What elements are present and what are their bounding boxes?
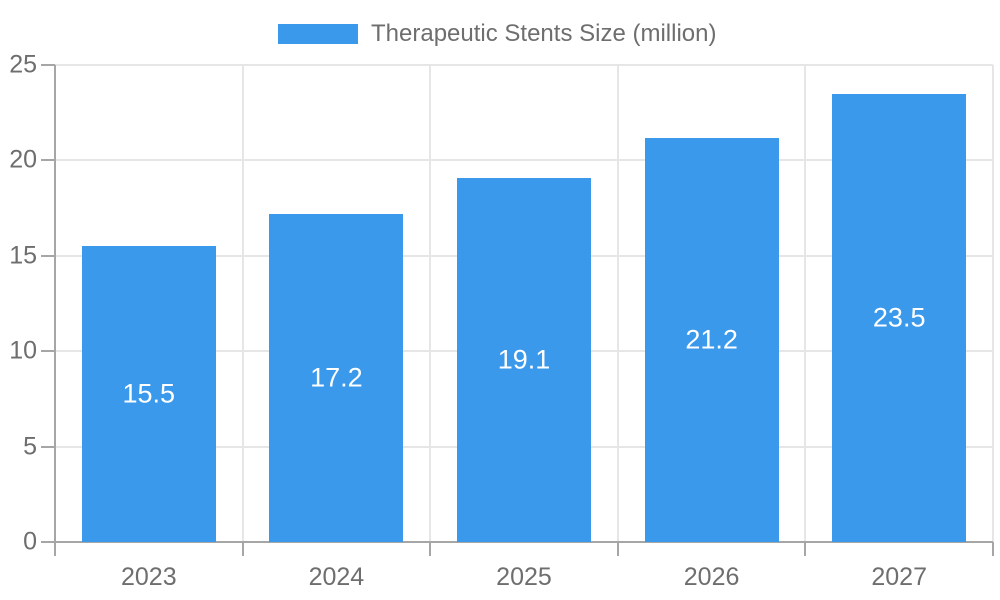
x-axis-tick [429,542,432,556]
x-axis-tick [616,542,619,556]
x-axis-tick [804,542,807,556]
x-axis-label: 2025 [496,563,552,591]
bar-value-label: 21.2 [685,324,738,355]
x-axis-label: 2026 [683,563,740,591]
y-axis-tick [41,445,55,448]
gridline-vertical [429,65,432,542]
y-axis-tick [41,254,55,257]
gridline-vertical [616,65,619,542]
y-axis-tick [41,159,55,162]
bar-value-label: 23.5 [872,302,926,333]
y-axis-label: 0 [23,527,37,556]
y-axis-label: 25 [9,50,37,79]
bar-2024[interactable] [269,213,404,542]
x-axis-label: 2024 [308,563,365,591]
gridline-vertical [804,65,807,542]
gridline-vertical [992,65,994,542]
bar-value-label: 15.5 [122,378,176,409]
legend-label: Therapeutic Stents Size (million) [371,20,717,47]
bar-2025[interactable] [457,177,591,542]
y-axis-label: 10 [9,336,37,365]
y-axis-tick [41,64,55,66]
bar-2027[interactable] [832,93,967,542]
x-axis-line [41,541,993,543]
legend[interactable]: Therapeutic Stents Size (million) [278,20,716,48]
bar-2026[interactable] [644,137,779,542]
gridline-vertical [241,65,244,542]
y-axis-label: 20 [9,145,37,174]
x-axis-tick [241,542,244,556]
legend-swatch-icon [278,24,358,44]
y-axis-tick [41,350,55,353]
x-axis-tick [992,542,994,556]
y-axis-line [54,65,56,556]
x-axis-label: 2023 [120,563,177,591]
gridline-horizontal [55,64,993,66]
bar-2023[interactable] [81,246,216,542]
bar-value-label: 19.1 [497,344,551,375]
x-axis-label: 2027 [871,563,927,591]
y-axis-label: 5 [23,432,37,461]
gridline-horizontal [55,159,993,162]
y-axis-label: 15 [9,241,37,270]
bar-value-label: 17.2 [310,362,363,393]
